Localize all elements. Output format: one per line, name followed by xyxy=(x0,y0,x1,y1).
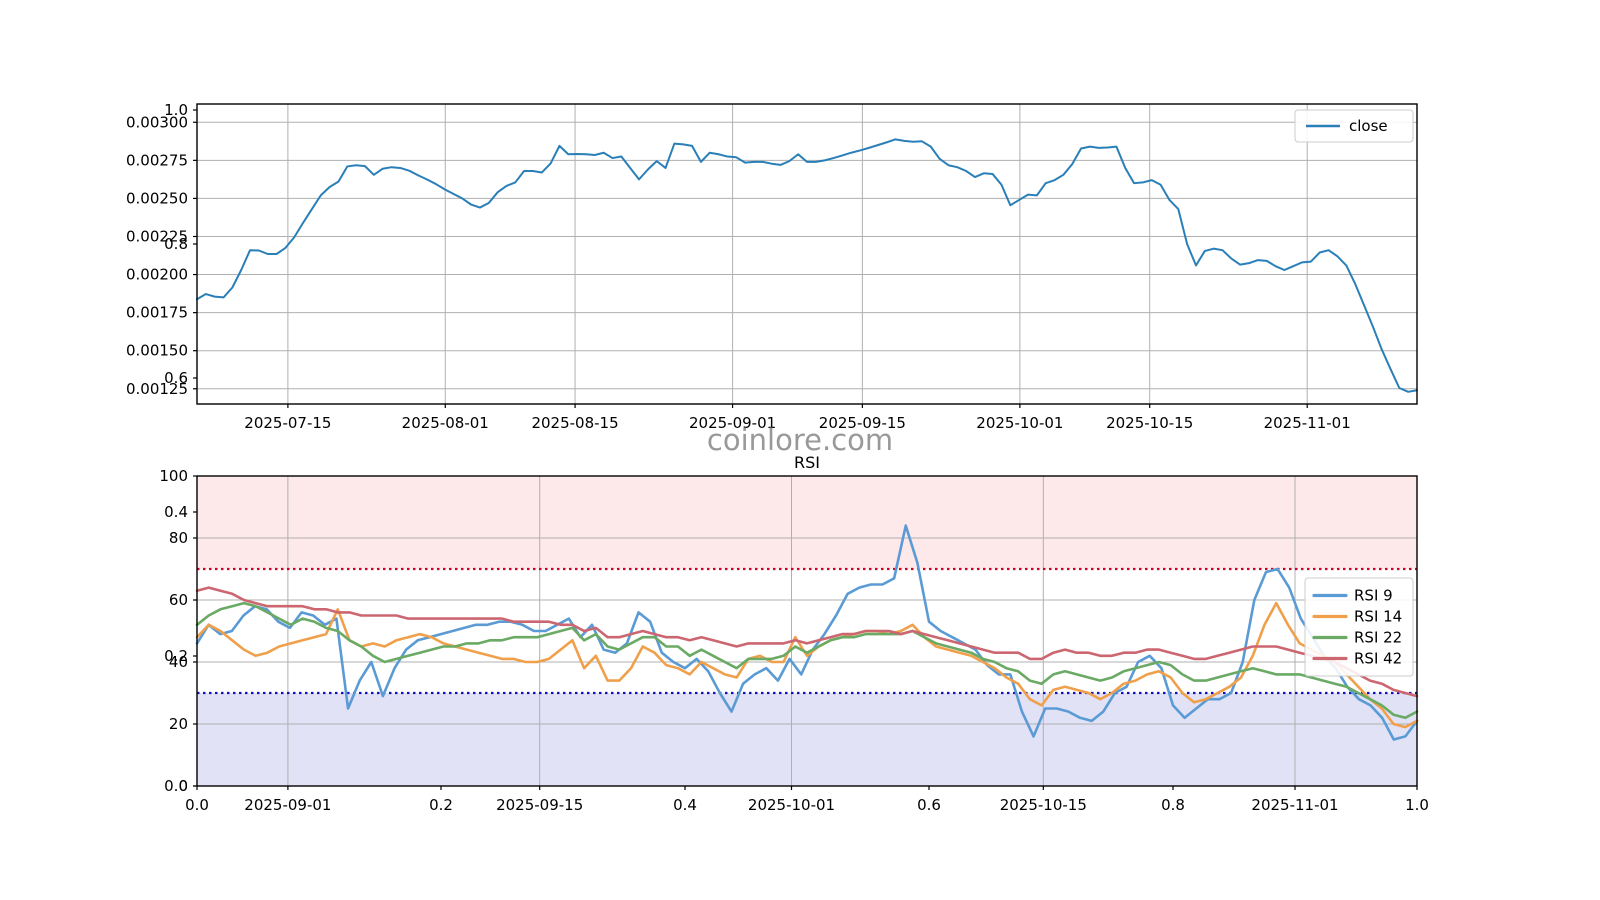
rsi-y-tick-0: 0 xyxy=(178,777,188,795)
price-x-tick-2025-10-15: 2025-10-15 xyxy=(1106,414,1193,432)
rsi-x-secondary-tick-1.0: 1.0 xyxy=(1405,796,1429,814)
watermark: coinlore.com xyxy=(707,423,893,457)
price-y-tick-0.00125: 0.00125 xyxy=(126,380,188,398)
rsi-legend[interactable]: RSI 9 RSI 14 RSI 22 RSI 42 xyxy=(1304,577,1414,677)
price-x-tick-2025-08-01: 2025-08-01 xyxy=(402,414,489,432)
rsi-x-secondary-tick-0.4: 0.4 xyxy=(673,796,697,814)
price-gridlines xyxy=(197,104,1417,404)
price-y-tick-0.00175: 0.00175 xyxy=(126,304,188,322)
price-y-axis-secondary-ticks: 0.6 0.8 1.0 xyxy=(164,101,197,387)
rsi-y-tick-20: 20 xyxy=(169,715,188,733)
legend-label-rsi-22: RSI 22 xyxy=(1354,629,1402,647)
rsi-x-secondary-tick-0.2: 0.2 xyxy=(429,796,453,814)
rsi-x-axis-secondary-ticks: 0.0 0.2 0.4 0.6 0.8 1.0 xyxy=(185,786,1429,814)
rsi-threshold-bands xyxy=(197,476,1417,786)
rsi-x-tick-2025-09-01: 2025-09-01 xyxy=(244,796,331,814)
price-legend[interactable]: close xyxy=(1294,109,1414,143)
rsi-x-tick-2025-09-15: 2025-09-15 xyxy=(496,796,583,814)
rsi-axes-frame xyxy=(196,475,1418,787)
rsi-y-tick-80: 80 xyxy=(169,529,188,547)
price-axes-frame xyxy=(196,103,1418,405)
rsi-series-group xyxy=(195,524,1419,741)
price-x-tick-2025-11-01: 2025-11-01 xyxy=(1264,414,1351,432)
price-series-group xyxy=(196,138,1418,393)
rsi-series-rsi-22 xyxy=(195,601,1419,720)
rsi-y-secondary-tick-0.2: 0.2 xyxy=(164,647,188,665)
price-y-tick-0.00200: 0.00200 xyxy=(126,266,188,284)
price-x-tick-2025-09-01: 2025-09-01 xyxy=(689,414,776,432)
price-y-tick-0.00225: 0.00225 xyxy=(126,227,188,245)
rsi-x-tick-2025-10-15: 2025-10-15 xyxy=(1000,796,1087,814)
rsi-x-secondary-tick-0.6: 0.6 xyxy=(917,796,941,814)
overbought-band xyxy=(197,476,1417,569)
price-y-tick-0.00250: 0.00250 xyxy=(126,189,188,207)
rsi-x-secondary-tick-0.8: 0.8 xyxy=(1161,796,1185,814)
price-x-tick-2025-10-01: 2025-10-01 xyxy=(976,414,1063,432)
rsi-series-rsi-42 xyxy=(195,586,1419,698)
price-series-close xyxy=(196,138,1418,393)
legend-label-rsi-14: RSI 14 xyxy=(1354,608,1402,626)
rsi-x-secondary-tick-0.0: 0.0 xyxy=(185,796,209,814)
price-y-secondary-tick-0.8: 0.8 xyxy=(164,235,188,253)
rsi-y-tick-40: 40 xyxy=(169,653,188,671)
price-y-tick-0.00275: 0.00275 xyxy=(126,151,188,169)
legend-label-close: close xyxy=(1349,117,1388,135)
rsi-x-tick-2025-10-01: 2025-10-01 xyxy=(748,796,835,814)
price-y-tick-0.00150: 0.00150 xyxy=(126,342,188,360)
price-x-tick-2025-09-15: 2025-09-15 xyxy=(819,414,906,432)
rsi-y-axis-ticks: 0 20 40 60 80 100 xyxy=(159,467,197,795)
price-chart-panel: 0.00125 0.00150 0.00175 0.00200 0.00225 0.002… xyxy=(126,101,1418,432)
rsi-y-tick-60: 60 xyxy=(169,591,188,609)
rsi-y-tick-100: 100 xyxy=(159,467,188,485)
price-plot-background xyxy=(197,104,1417,404)
legend-label-rsi-42: RSI 42 xyxy=(1354,650,1402,668)
rsi-panel-title: RSI xyxy=(794,453,820,472)
rsi-x-axis-ticks: 2025-09-01 2025-09-15 2025-10-01 2025-10-15… xyxy=(244,786,1339,814)
rsi-y-secondary-tick-0.0: 0.0 xyxy=(164,777,188,795)
rsi-y-secondary-tick-0.4: 0.4 xyxy=(164,503,188,521)
oversold-band xyxy=(197,693,1417,786)
rsi-series-rsi-14 xyxy=(195,601,1419,729)
price-y-secondary-tick-1.0: 1.0 xyxy=(164,101,188,119)
rsi-y-axis-secondary-ticks: 0.0 0.2 0.4 xyxy=(164,503,197,795)
price-x-tick-2025-08-15: 2025-08-15 xyxy=(531,414,618,432)
price-y-axis-ticks: 0.00125 0.00150 0.00175 0.00200 0.00225 0.002… xyxy=(126,113,197,398)
price-x-tick-2025-07-15: 2025-07-15 xyxy=(244,414,331,432)
price-x-axis-ticks: 2025-07-15 2025-08-01 2025-08-15 2025-09-01… xyxy=(244,404,1351,432)
rsi-x-tick-2025-11-01: 2025-11-01 xyxy=(1251,796,1338,814)
price-y-secondary-tick-0.6: 0.6 xyxy=(164,369,188,387)
legend-label-rsi-9: RSI 9 xyxy=(1354,587,1393,605)
price-y-tick-0.00300: 0.00300 xyxy=(126,113,188,131)
